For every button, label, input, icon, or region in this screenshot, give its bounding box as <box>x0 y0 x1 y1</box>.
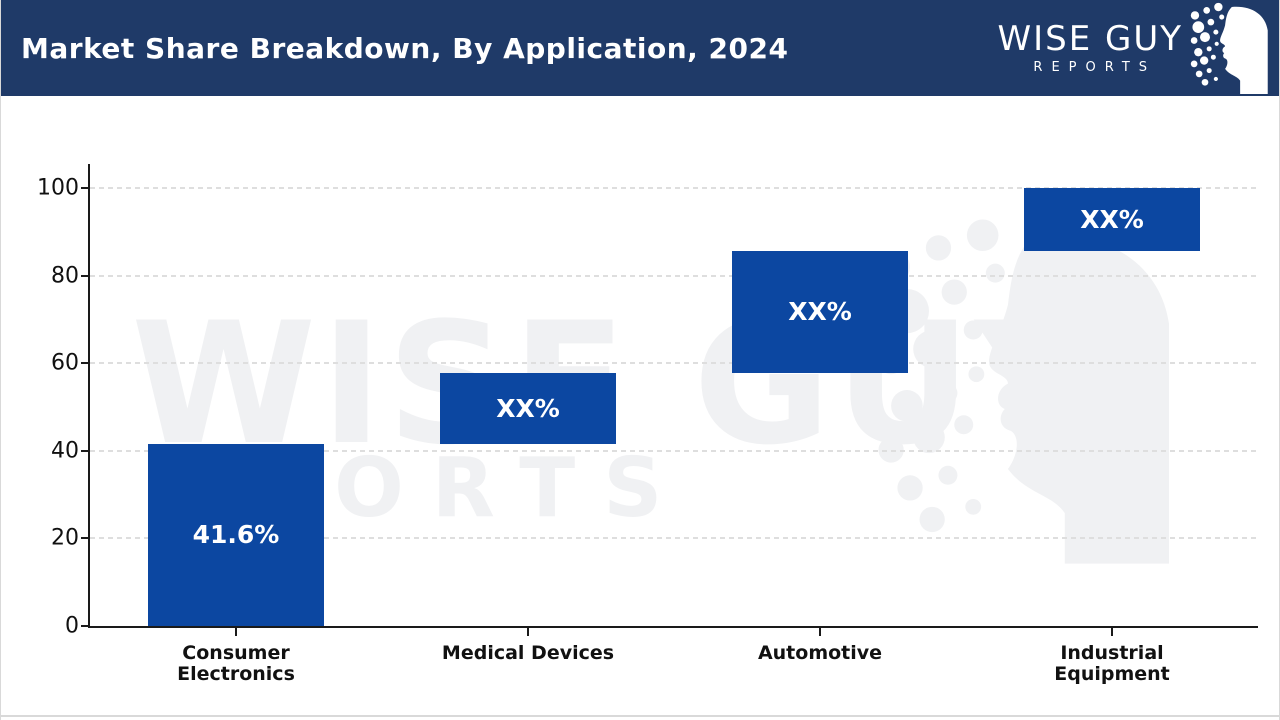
bar-industrial-equipment: XX% <box>1024 188 1200 251</box>
header-bar: Market Share Breakdown, By Application, … <box>1 0 1279 96</box>
y-tick-100 <box>81 187 90 189</box>
logo-wordmark: WISE GUY <box>997 18 1183 59</box>
bar-value-label: XX% <box>788 297 852 327</box>
x-tick-2 <box>819 628 821 636</box>
gridline-40 <box>90 449 1258 452</box>
y-tick-label-40: 40 <box>51 438 79 464</box>
logo-subtitle: REPORTS <box>1033 59 1157 75</box>
y-tick-20 <box>81 537 90 540</box>
gridline-20 <box>90 537 1258 540</box>
bar-consumer-electronics: 41.6% <box>148 443 324 626</box>
y-tick-label-80: 80 <box>51 263 79 289</box>
x-tick-0 <box>235 628 237 636</box>
page-title: Market Share Breakdown, By Application, … <box>21 31 789 65</box>
logo-text: WISE GUY REPORTS <box>997 22 1183 75</box>
x-category-label-2: Automotive <box>757 642 883 664</box>
y-tick-label-100: 100 <box>37 175 79 201</box>
y-tick-40 <box>81 449 90 452</box>
y-axis-line <box>88 164 90 628</box>
gridline-80 <box>90 274 1258 277</box>
x-axis-line <box>88 626 1258 628</box>
y-tick-label-20: 20 <box>51 525 79 551</box>
gridline-100 <box>90 187 1258 189</box>
x-category-label-1: Medical Devices <box>441 642 615 664</box>
y-tick-label-0: 0 <box>65 613 79 639</box>
y-tick-60 <box>81 362 90 365</box>
x-category-label-0: Consumer Electronics <box>177 642 295 685</box>
y-tick-label-60: 60 <box>51 350 79 376</box>
bar-value-label: 41.6% <box>192 520 280 550</box>
y-tick-80 <box>81 274 90 277</box>
bar-automotive: XX% <box>732 250 908 373</box>
x-category-label-3: Industrial Equipment <box>1054 642 1170 685</box>
bar-value-label: XX% <box>496 393 560 423</box>
gridline-60 <box>90 362 1258 365</box>
wiseguy-face-icon <box>1190 2 1268 94</box>
bar-value-label: XX% <box>1080 204 1144 234</box>
x-tick-3 <box>1111 628 1113 636</box>
x-tick-1 <box>527 628 529 636</box>
chart-area: WISE GUY PORTS 0 20 40 60 80 100 41.6% Consumer… <box>1 96 1279 717</box>
watermark-face-icon <box>878 219 1169 564</box>
bar-medical-devices: XX% <box>440 372 616 444</box>
y-tick-0 <box>81 625 90 627</box>
wiseguy-logo: WISE GUY REPORTS <box>997 2 1271 94</box>
